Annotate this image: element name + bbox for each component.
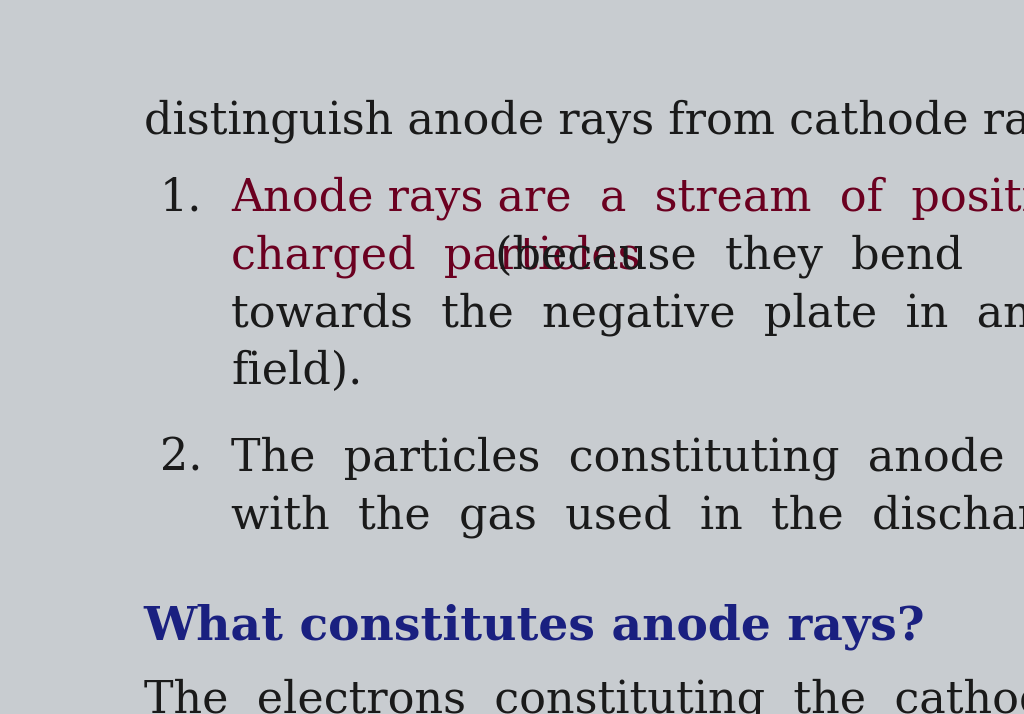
Text: towards  the  negative  plate  in  an  electric: towards the negative plate in an electri… [231, 292, 1024, 336]
Text: (because  they  bend: (because they bend [481, 234, 964, 278]
Text: The  particles  constituting  anode  rays  differ: The particles constituting anode rays di… [231, 436, 1024, 480]
Text: field).: field). [231, 350, 362, 393]
Text: 2.: 2. [160, 436, 202, 479]
Text: with  the  gas  used  in  the  discharge  tube.: with the gas used in the discharge tube. [231, 494, 1024, 538]
Text: charged  particles: charged particles [231, 234, 641, 278]
Text: 1.: 1. [160, 176, 202, 220]
Text: Anode rays are  a  stream  of  positively: Anode rays are a stream of positively [231, 176, 1024, 220]
Text: The  electrons  constituting  the  cathode  rays: The electrons constituting the cathode r… [143, 678, 1024, 714]
Text: What constitutes anode rays?: What constitutes anode rays? [143, 603, 926, 650]
Text: distinguish anode rays from cathode rays.: distinguish anode rays from cathode rays… [143, 99, 1024, 143]
